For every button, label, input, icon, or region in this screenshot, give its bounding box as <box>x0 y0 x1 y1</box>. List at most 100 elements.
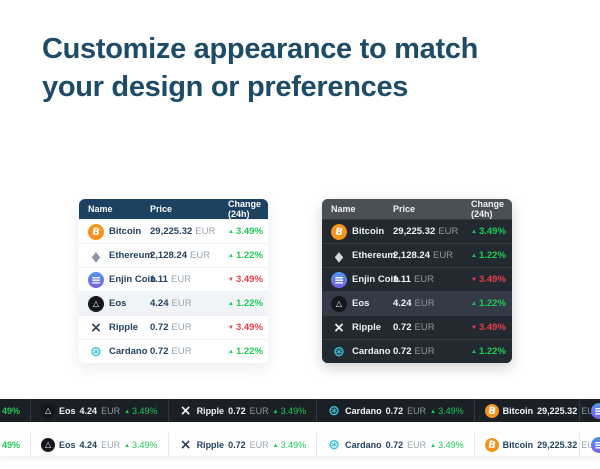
ripple-icon: × <box>179 436 192 453</box>
change-value: ▲ 1.22% <box>228 250 263 261</box>
price-cell: 29,225.32 EUR <box>150 226 228 237</box>
change-percent: 3.49% <box>438 439 464 450</box>
ticker-item-cardano[interactable]: ⊛ Cardano 0.72 EUR ▲ 3.49% <box>317 399 474 422</box>
column-header-change: Change (24h) <box>471 199 505 219</box>
ticker-price-currency: EUR <box>407 405 427 416</box>
coin-cell: × Ripple <box>331 320 393 336</box>
change-percent: 3.49% <box>438 405 464 416</box>
ticker-divider <box>30 433 32 456</box>
price-value: 4.24 <box>150 298 169 309</box>
price-currency: EUR <box>170 274 192 285</box>
up-arrow-icon: ▲ <box>471 301 477 307</box>
table-row-bitcoin[interactable]: B Bitcoin 29,225.32 EUR ▲ 3.49% <box>79 219 268 243</box>
change-percent: 3.49% <box>280 439 307 450</box>
ticker-divider <box>473 399 475 422</box>
price-cell: 2,128.24 EUR <box>393 250 471 261</box>
table-row-eos[interactable]: △ Eos 4.24 EUR ▲ 1.22% <box>79 291 268 315</box>
page-title: Customize appearance to match your desig… <box>42 33 479 103</box>
up-arrow-icon: ▲ <box>228 301 234 307</box>
bitcoin-icon: B <box>483 402 500 419</box>
coin-cell: ◆ Ethereum <box>331 247 396 264</box>
eos-icon: △ <box>41 437 56 452</box>
bitcoin-icon: B <box>86 222 106 241</box>
coin-name: Bitcoin <box>352 226 385 237</box>
up-arrow-icon: ▲ <box>272 408 279 415</box>
up-arrow-icon: ▲ <box>471 253 477 259</box>
price-value: 0.72 <box>393 322 412 333</box>
change-cell: ▲ 1.22% <box>228 298 263 309</box>
change-cell: ▼ 3.49% <box>471 322 506 333</box>
price-value: 4.24 <box>393 298 412 309</box>
coin-cell: ≡ Enjin Coin <box>88 271 156 288</box>
change-value: ▲ 1.22% <box>228 298 263 309</box>
ripple-icon: × <box>90 319 102 336</box>
coin-cell: B Bitcoin <box>329 222 393 241</box>
ticker-bar-light: 49% △ Eos 4.24 EUR ▲ 3.49% × Ripple 0.72 EUR ▲ 3.49%… <box>0 433 600 456</box>
up-arrow-icon: ▲ <box>228 229 234 235</box>
ticker-item-eos[interactable]: △ Eos 4.24 EUR ▲ 3.49% <box>31 433 168 456</box>
change-percent: 3.49% <box>478 274 506 285</box>
ticker-price-value: 0.72 <box>385 439 404 450</box>
change-value: ▼ 3.49% <box>228 274 263 285</box>
ripple-icon: × <box>333 319 345 336</box>
ticker-divider <box>167 399 169 422</box>
table-row-cardano[interactable]: ⊛ Cardano 0.72 EUR ▲ 1.22% <box>322 339 512 363</box>
ticker-coin-name: Ripple <box>196 439 225 450</box>
price-value: 2,128.24 <box>393 250 430 261</box>
up-arrow-icon: ▲ <box>228 253 234 259</box>
ethereum-icon: ◆ <box>334 247 344 264</box>
change-percent: 1.22% <box>478 346 506 357</box>
ticker-item-ripple[interactable]: × Ripple 0.72 EUR ▲ 3.49% <box>169 399 317 422</box>
up-arrow-icon: ▲ <box>471 349 477 355</box>
enjin-icon: ≡ <box>88 271 104 288</box>
ticker-item-cardano[interactable]: ⊛ Cardano 0.72 EUR ▲ 3.49% <box>317 433 474 456</box>
change-value: ▲ 3.49% <box>430 440 463 450</box>
ticker-item-ripple[interactable]: × Ripple 0.72 EUR ▲ 3.49% <box>169 433 317 456</box>
ticker-item-eos[interactable]: △ Eos 4.24 EUR ▲ 3.49% <box>31 399 168 422</box>
price-cell: 0.72 EUR <box>393 322 471 333</box>
change-percent: 3.49% <box>478 226 506 237</box>
price-table-dark: Name Price Change (24h) B Bitcoin 29,225.3… <box>322 199 512 363</box>
table-row-bitcoin[interactable]: B Bitcoin 29,225.32 EUR ▲ 3.49% <box>322 219 512 243</box>
change-percent: 3.49% <box>280 405 307 416</box>
down-arrow-icon: ▼ <box>471 277 477 283</box>
price-currency: EUR <box>195 226 216 237</box>
change-percent: 1.22% <box>478 298 506 309</box>
price-currency: EUR <box>171 298 192 309</box>
ticker-price-currency: EUR <box>407 439 427 450</box>
coin-cell: ◆ Ethereum <box>88 247 153 263</box>
price-currency: EUR <box>432 250 454 261</box>
price-value: 29,225.32 <box>393 226 436 237</box>
price-value: 0.72 <box>150 322 169 333</box>
table-row-ripple[interactable]: × Ripple 0.72 EUR ▼ 3.49% <box>79 315 268 339</box>
ticker-divider <box>473 433 475 456</box>
price-currency: EUR <box>414 346 435 357</box>
table-row-eos[interactable]: △ Eos 4.24 EUR ▲ 1.22% <box>322 291 512 315</box>
ticker-price-value: 0.72 <box>228 405 246 416</box>
price-cell: 0.72 EUR <box>150 322 228 333</box>
change-cell: ▲ 3.49% <box>471 226 506 237</box>
ticker-coin-name: Ripple <box>196 405 225 416</box>
table-row-ethereum[interactable]: ◆ Ethereum 2,128.24 EUR ▲ 1.22% <box>79 243 268 267</box>
coin-name: Eos <box>352 298 370 309</box>
ticker-price-value: 29,225.32 <box>537 439 578 450</box>
table-row-enjin-coin[interactable]: ≡ Enjin Coin 1.11 EUR ▼ 3.49% <box>79 267 268 291</box>
table-row-cardano[interactable]: ⊛ Cardano 0.72 EUR ▲ 1.22% <box>79 339 268 363</box>
down-arrow-icon: ▼ <box>471 325 477 331</box>
change-cell: ▲ 1.22% <box>471 250 506 261</box>
coin-cell: ≡ Enjin Coin <box>331 271 399 288</box>
change-percent: 1.22% <box>235 298 263 309</box>
table-header: Name Price Change (24h) <box>79 199 268 219</box>
price-cell: 4.24 EUR <box>393 298 471 309</box>
table-row-ethereum[interactable]: ◆ Ethereum 2,128.24 EUR ▲ 1.22% <box>322 243 512 267</box>
ripple-icon: × <box>179 402 192 419</box>
table-row-enjin-coin[interactable]: ≡ Enjin Coin 1.11 EUR ▼ 3.49% <box>322 267 512 291</box>
up-arrow-icon: ▲ <box>124 408 131 415</box>
table-row-ripple[interactable]: × Ripple 0.72 EUR ▼ 3.49% <box>322 315 512 339</box>
price-currency: EUR <box>414 298 435 309</box>
ticker-divider <box>316 433 318 456</box>
change-percent: 1.22% <box>478 250 506 261</box>
